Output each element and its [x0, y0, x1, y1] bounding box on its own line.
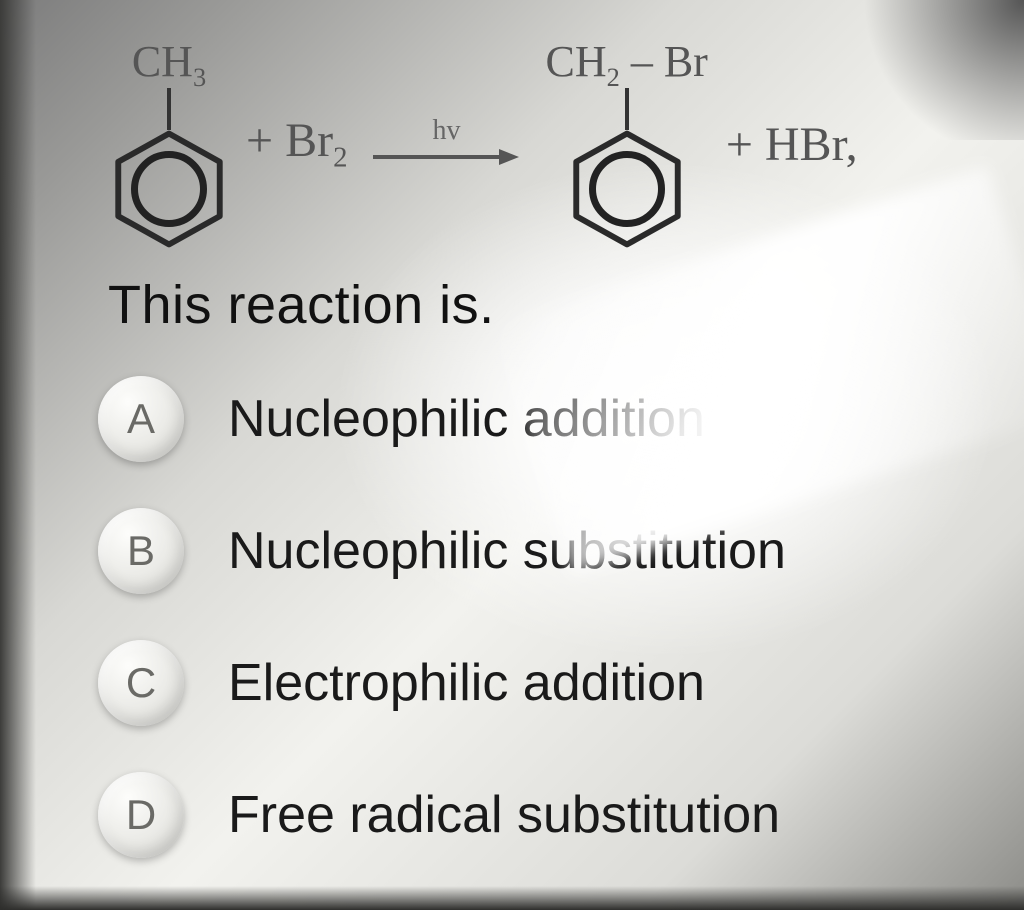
plus-br2: + Br2 [246, 113, 347, 175]
question-text: This reaction is. [108, 274, 984, 336]
page-content: CH3 + Br2 hv CH2 – Br [0, 0, 1024, 910]
product-substituent: CH2 – Br [545, 40, 707, 90]
reactant-bond [167, 88, 171, 130]
reactant-substituent: CH3 [132, 40, 206, 90]
photo-edge-bottom [0, 886, 1024, 910]
option-bubble-c[interactable]: C [98, 640, 184, 726]
option-bubble-a[interactable]: A [98, 376, 184, 462]
product-ring [568, 130, 686, 248]
arrow-condition: hv [432, 115, 460, 147]
option-bubble-d[interactable]: D [98, 772, 184, 858]
product-bond [625, 88, 629, 130]
aromatic-circle-icon [589, 151, 665, 227]
aromatic-circle-icon [131, 151, 207, 227]
option-a[interactable]: A Nucleophilic addition [98, 376, 984, 462]
product-sub-a-num: 2 [607, 62, 620, 92]
option-text-a: Nucleophilic addition [228, 389, 705, 449]
option-b[interactable]: B Nucleophilic substitution [98, 508, 984, 594]
option-d[interactable]: D Free radical substitution [98, 772, 984, 858]
reaction-arrow: hv [371, 115, 521, 174]
option-c[interactable]: C Electrophilic addition [98, 640, 984, 726]
option-text-b: Nucleophilic substitution [228, 521, 786, 581]
reaction-equation: CH3 + Br2 hv CH2 – Br [110, 40, 984, 248]
reactant-toluene: CH3 [110, 40, 228, 248]
reactant-sub-number: 3 [193, 62, 206, 92]
plus-br2-text: + Br [246, 114, 333, 167]
reactant-sub-text: CH [132, 37, 193, 86]
plus-br2-sub: 2 [333, 142, 347, 174]
product-sub-a: CH [545, 37, 606, 86]
product-sub-b: – Br [620, 37, 708, 86]
product-benzyl-bromide: CH2 – Br [545, 40, 707, 248]
plus-hbr: + HBr, [726, 117, 858, 172]
reactant-ring [110, 130, 228, 248]
options-list: A Nucleophilic addition B Nucleophilic s… [98, 376, 984, 858]
arrow-icon [371, 145, 521, 174]
option-text-c: Electrophilic addition [228, 653, 705, 713]
option-text-d: Free radical substitution [228, 785, 780, 845]
option-bubble-b[interactable]: B [98, 508, 184, 594]
